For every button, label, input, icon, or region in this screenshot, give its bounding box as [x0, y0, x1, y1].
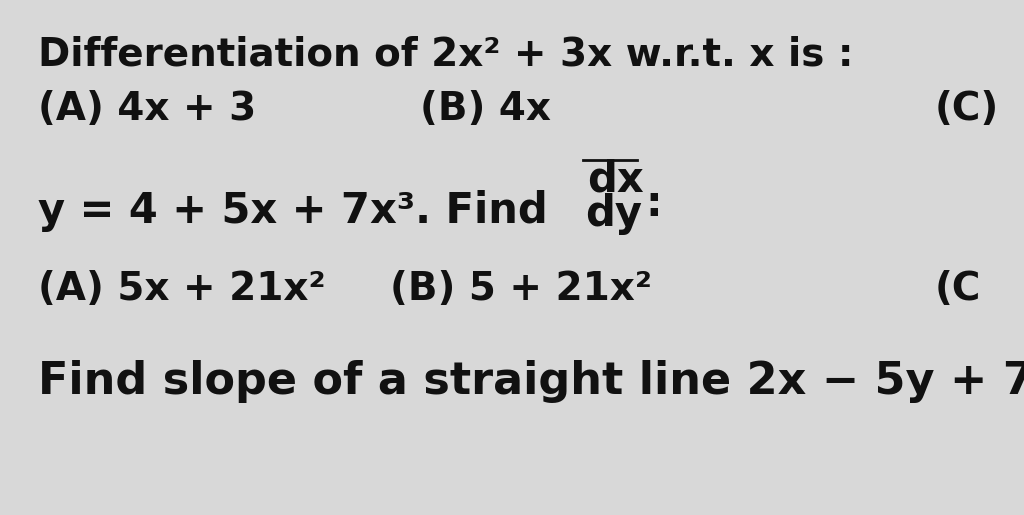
Text: (B) 4x: (B) 4x — [420, 90, 551, 128]
Text: dy: dy — [585, 193, 642, 235]
Text: :: : — [645, 183, 662, 225]
Text: (C: (C — [935, 270, 981, 308]
Text: (A) 5x + 21x²: (A) 5x + 21x² — [38, 270, 326, 308]
Text: (C): (C) — [935, 90, 999, 128]
Text: y = 4 + 5x + 7x³. Find: y = 4 + 5x + 7x³. Find — [38, 190, 548, 232]
Text: dx: dx — [587, 159, 644, 201]
Text: Find slope of a straight line 2x − 5y + 7 =: Find slope of a straight line 2x − 5y + … — [38, 360, 1024, 403]
Text: Differentiation of 2x² + 3x w.r.t. x is :: Differentiation of 2x² + 3x w.r.t. x is … — [38, 35, 853, 73]
Text: (A) 4x + 3: (A) 4x + 3 — [38, 90, 256, 128]
Text: (B) 5 + 21x²: (B) 5 + 21x² — [390, 270, 652, 308]
